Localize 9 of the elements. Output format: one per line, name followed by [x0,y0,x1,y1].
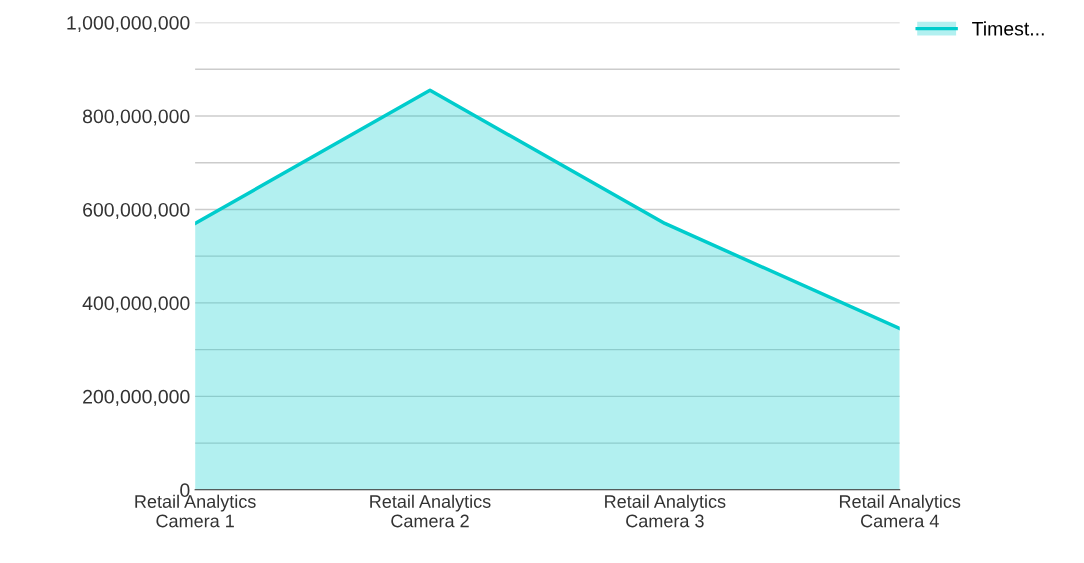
x-tick-label: Retail Analytics Camera 3 [605,494,726,528]
x-tick-label: Retail Analytics Camera 2 [370,494,491,528]
y-tick-label: 400,000,000 [82,296,190,313]
y-tick-label: 600,000,000 [83,202,190,219]
y-tick-label: 1,000,000,000 [67,15,190,33]
y-tick-label: 800,000,000 [82,109,190,126]
x-tick-label: Retail Analytics Camera 4 [839,494,961,528]
legend-label: Timest... [972,21,1044,36]
y-tick-label: 200,000,000 [83,389,190,406]
